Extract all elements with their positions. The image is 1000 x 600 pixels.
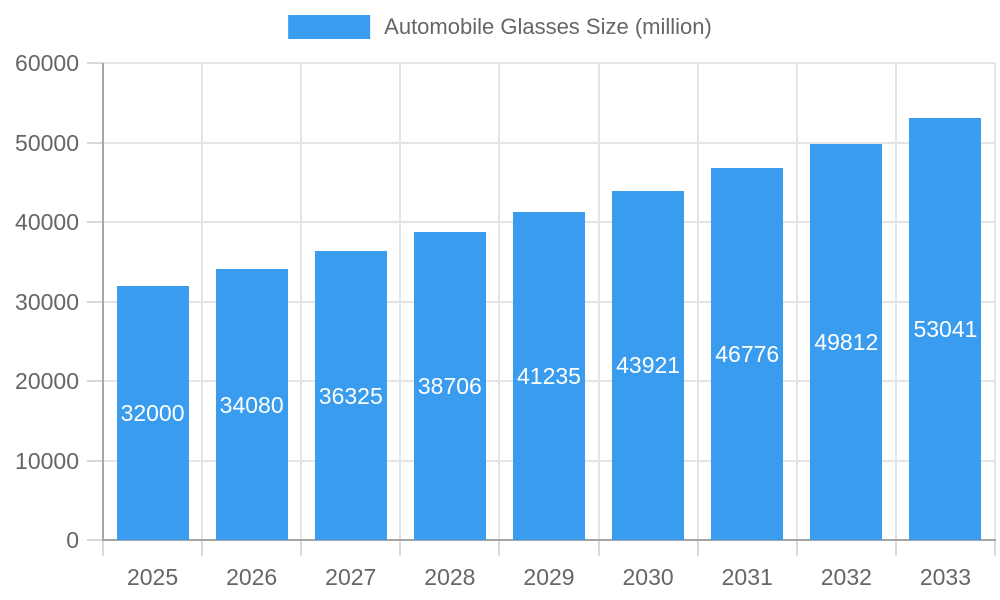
x-axis-tick — [994, 540, 996, 556]
y-axis-tick-label: 60000 — [15, 50, 79, 76]
x-axis-tick — [795, 540, 798, 556]
y-axis-tick — [87, 62, 103, 64]
y-axis-line — [102, 63, 104, 540]
x-axis-tick-label: 2027 — [325, 564, 377, 590]
x-axis-tick-label: 2030 — [622, 564, 674, 590]
bar-2026[interactable] — [215, 269, 288, 540]
x-axis-tick — [399, 540, 402, 556]
y-axis-tick-label: 0 — [66, 527, 79, 553]
x-gridline — [894, 63, 897, 540]
y-axis-tick — [87, 380, 103, 382]
bar-2025[interactable] — [116, 285, 189, 540]
y-axis-tick-label: 20000 — [15, 368, 79, 394]
chart-legend-item[interactable]: Automobile Glasses Size (million) — [288, 14, 712, 40]
y-axis-tick-label: 10000 — [15, 447, 79, 474]
x-axis-tick — [498, 540, 501, 556]
y-axis-tick — [87, 459, 103, 462]
y-gridline — [103, 141, 995, 144]
x-axis-tick-label: 2031 — [721, 564, 773, 590]
y-axis-tick — [87, 221, 103, 223]
y-axis-tick-label: 50000 — [15, 129, 79, 156]
bar-2031[interactable] — [711, 168, 784, 540]
x-axis-tick — [300, 540, 303, 556]
y-axis-tick — [87, 539, 103, 541]
x-gridline — [399, 63, 402, 540]
x-axis-tick-label: 2029 — [523, 564, 575, 590]
bar-2029[interactable] — [513, 212, 585, 540]
y-axis-tick-label: 40000 — [15, 209, 79, 235]
x-gridline — [795, 63, 798, 540]
x-gridline — [597, 63, 600, 540]
x-axis-tick — [201, 540, 204, 556]
y-axis-tick-label: 30000 — [15, 288, 79, 315]
x-axis-tick-label: 2028 — [424, 564, 476, 590]
x-gridline — [201, 63, 204, 540]
y-axis-tick — [87, 141, 103, 144]
bar-2027[interactable] — [314, 251, 387, 540]
legend-label: Automobile Glasses Size (million) — [384, 14, 712, 39]
x-axis-tick — [696, 540, 699, 556]
bar-2028[interactable] — [413, 232, 486, 540]
x-axis-tick — [894, 540, 897, 556]
y-gridline — [103, 62, 995, 64]
x-gridline — [498, 63, 501, 540]
x-gridline — [300, 63, 303, 540]
x-axis-tick-label: 2032 — [820, 564, 872, 590]
x-axis-tick — [102, 540, 104, 556]
x-axis-tick-label: 2033 — [919, 564, 972, 590]
x-gridline — [994, 63, 996, 540]
y-axis-tick — [87, 300, 103, 303]
x-axis-tick-label: 2026 — [226, 564, 278, 590]
bar-2033[interactable] — [909, 118, 982, 540]
legend-swatch — [288, 15, 371, 39]
bar-2030[interactable] — [612, 190, 685, 540]
bar-2032[interactable] — [810, 143, 883, 540]
x-axis-tick — [597, 540, 600, 556]
x-axis-tick-label: 2025 — [126, 564, 179, 590]
x-gridline — [696, 63, 699, 540]
x-axis-line — [102, 539, 996, 541]
